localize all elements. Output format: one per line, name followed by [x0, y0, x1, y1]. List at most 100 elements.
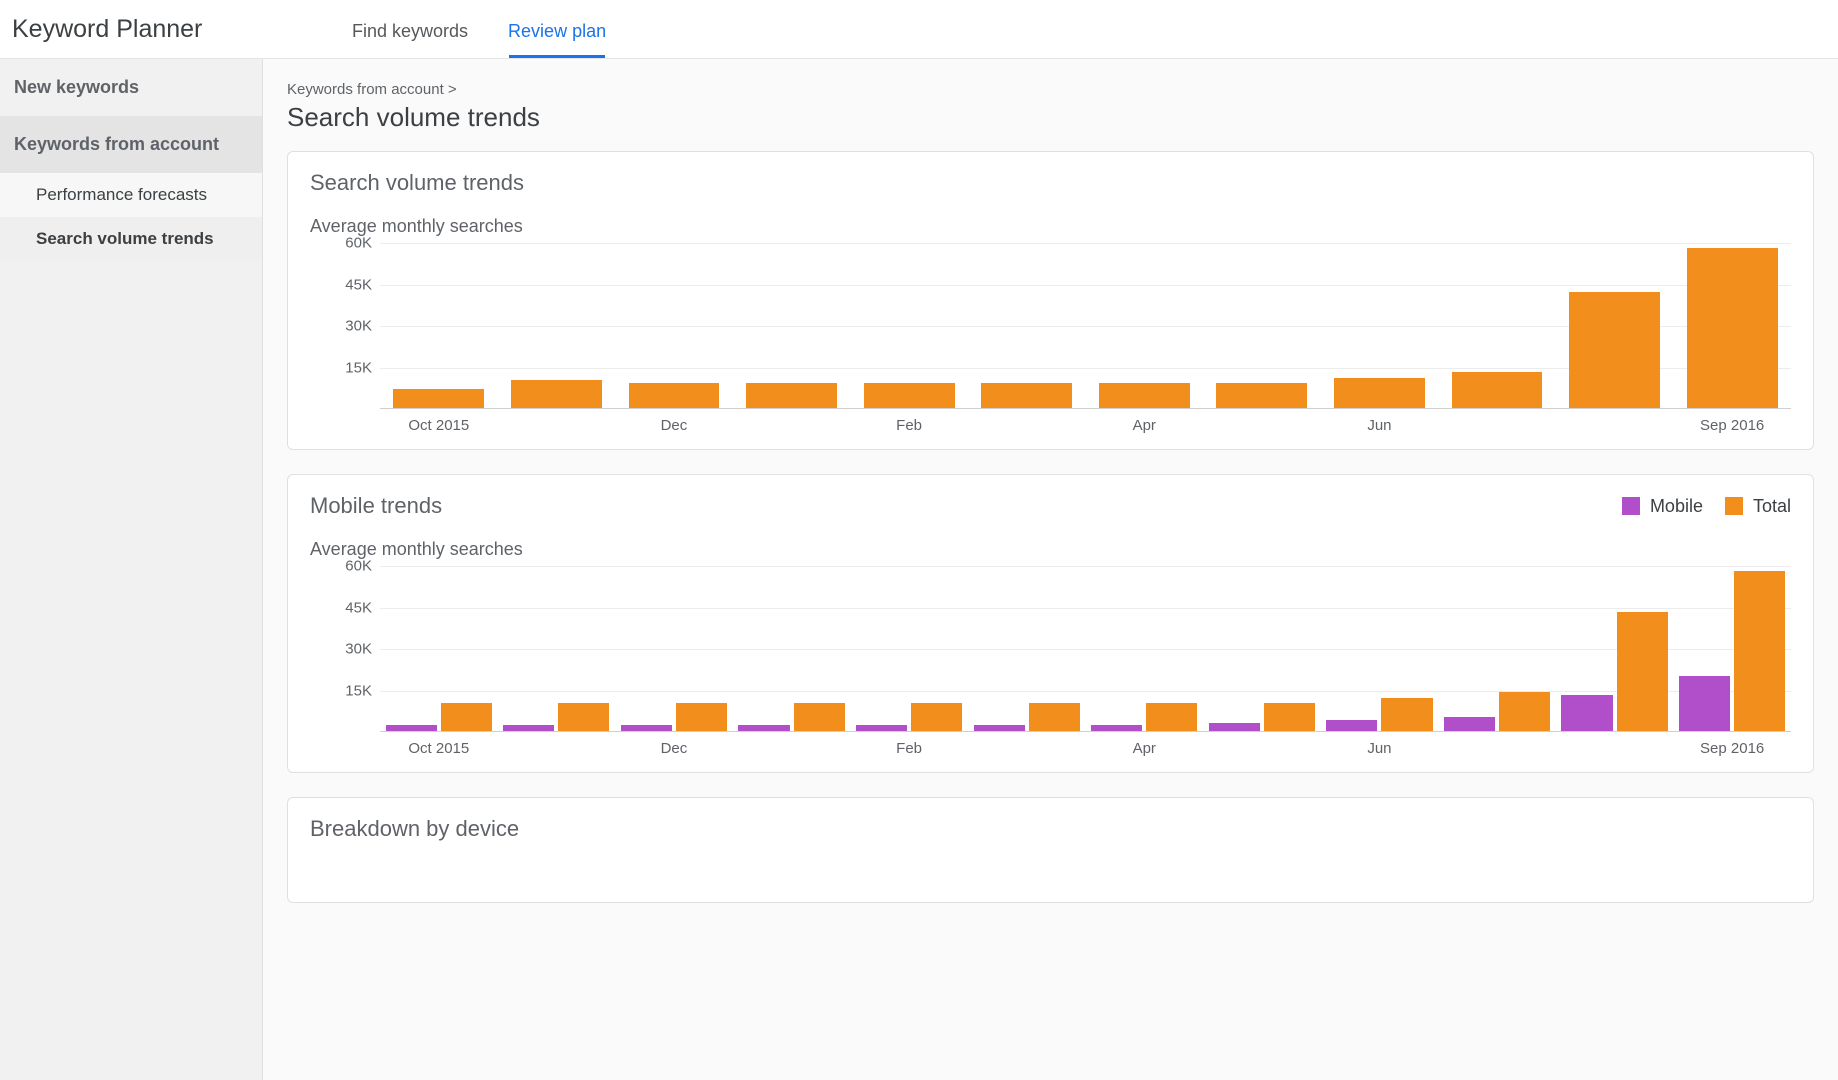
bar-total[interactable] [1452, 372, 1543, 408]
tab-review-plan[interactable]: Review plan [488, 21, 626, 58]
bar-mobile[interactable] [1561, 695, 1612, 731]
bar-mobile[interactable] [738, 725, 789, 731]
bar-slot [380, 566, 498, 731]
x-tick [1556, 417, 1674, 435]
legend-item-mobile[interactable]: Mobile [1622, 496, 1703, 517]
bar-slot [1321, 243, 1439, 408]
bar-slot [1085, 243, 1203, 408]
bar-total[interactable] [911, 703, 962, 731]
x-tick [968, 740, 1086, 758]
bar-total[interactable] [558, 703, 609, 731]
sidebar-item-search-volume-trends[interactable]: Search volume trends [0, 217, 262, 261]
bar-slot [1438, 566, 1556, 731]
bar-total[interactable] [864, 383, 955, 408]
card-search-volume-trends: Search volume trends Average monthly sea… [287, 151, 1814, 450]
app-title: Keyword Planner [12, 15, 332, 44]
breadcrumb[interactable]: Keywords from account > [287, 81, 1814, 98]
bar-total[interactable] [794, 703, 845, 731]
bar-total[interactable] [676, 703, 727, 731]
card-title: Search volume trends [310, 170, 524, 196]
bar-total[interactable] [1569, 292, 1660, 408]
bar-total[interactable] [1687, 248, 1778, 408]
bar-mobile[interactable] [1679, 676, 1730, 731]
bar-slot [1438, 243, 1556, 408]
x-tick: Dec [615, 740, 733, 758]
y-axis-label: Average monthly searches [310, 216, 1791, 237]
x-tick [1556, 740, 1674, 758]
sidebar-group-keywords-from-account[interactable]: Keywords from account [0, 116, 262, 173]
card-title: Mobile trends [310, 493, 442, 519]
bar-slot [968, 566, 1086, 731]
bar-total[interactable] [629, 383, 720, 408]
app-header: Keyword Planner Find keywordsReview plan [0, 0, 1838, 59]
bar-slot [1673, 566, 1791, 731]
bar-mobile[interactable] [386, 725, 437, 731]
bar-slot [733, 243, 851, 408]
x-tick [1203, 417, 1321, 435]
x-tick: Sep 2016 [1673, 417, 1791, 435]
bar-slot [850, 243, 968, 408]
sidebar-group-new-keywords[interactable]: New keywords [0, 59, 262, 116]
bar-total[interactable] [1499, 692, 1550, 731]
bar-total[interactable] [1146, 703, 1197, 731]
bar-total[interactable] [1617, 612, 1668, 731]
x-tick [498, 740, 616, 758]
x-tick [733, 740, 851, 758]
x-tick: Oct 2015 [380, 740, 498, 758]
bar-total[interactable] [1029, 703, 1080, 731]
card-breakdown-by-device: Breakdown by device [287, 797, 1814, 903]
x-tick: Oct 2015 [380, 417, 498, 435]
sidebar: New keywordsKeywords from accountPerform… [0, 59, 263, 1080]
x-tick [498, 417, 616, 435]
legend-item-total[interactable]: Total [1725, 496, 1791, 517]
bar-mobile[interactable] [1091, 725, 1142, 731]
bar-total[interactable] [1381, 698, 1432, 731]
bar-slot [968, 243, 1086, 408]
bar-total[interactable] [393, 389, 484, 408]
x-tick [1438, 740, 1556, 758]
bar-slot [1556, 243, 1674, 408]
legend-swatch [1725, 497, 1743, 515]
bar-slot [615, 243, 733, 408]
bar-slot [498, 243, 616, 408]
bar-total[interactable] [746, 383, 837, 408]
y-tick: 15K [345, 682, 372, 699]
bar-total[interactable] [1334, 378, 1425, 408]
x-tick: Sep 2016 [1673, 740, 1791, 758]
x-tick: Apr [1085, 417, 1203, 435]
legend-swatch [1622, 497, 1640, 515]
bar-mobile[interactable] [1209, 723, 1260, 731]
bar-slot [1203, 243, 1321, 408]
y-tick: 45K [345, 276, 372, 293]
bar-slot [380, 243, 498, 408]
bar-total[interactable] [1216, 383, 1307, 408]
bar-total[interactable] [1734, 571, 1785, 731]
bar-slot [1085, 566, 1203, 731]
bar-total[interactable] [1264, 703, 1315, 731]
bar-mobile[interactable] [856, 725, 907, 731]
tab-find-keywords[interactable]: Find keywords [332, 21, 488, 58]
x-tick [1203, 740, 1321, 758]
bar-slot [1203, 566, 1321, 731]
y-tick: 30K [345, 641, 372, 658]
main-content: Keywords from account > Search volume tr… [263, 59, 1838, 1080]
sidebar-item-performance-forecasts[interactable]: Performance forecasts [0, 173, 262, 217]
bar-slot [1673, 243, 1791, 408]
bar-slot [1556, 566, 1674, 731]
y-axis-label: Average monthly searches [310, 539, 1791, 560]
bar-slot [498, 566, 616, 731]
bar-mobile[interactable] [621, 725, 672, 731]
bar-mobile[interactable] [503, 725, 554, 731]
x-tick: Dec [615, 417, 733, 435]
bar-total[interactable] [511, 380, 602, 408]
bar-total[interactable] [1099, 383, 1190, 408]
y-tick: 45K [345, 599, 372, 616]
y-tick: 30K [345, 318, 372, 335]
x-tick: Jun [1321, 740, 1439, 758]
chart-legend: Mobile Total [1622, 496, 1791, 517]
bar-mobile[interactable] [1444, 717, 1495, 731]
bar-total[interactable] [981, 383, 1072, 408]
bar-mobile[interactable] [1326, 720, 1377, 731]
bar-mobile[interactable] [974, 725, 1025, 731]
bar-total[interactable] [441, 703, 492, 731]
